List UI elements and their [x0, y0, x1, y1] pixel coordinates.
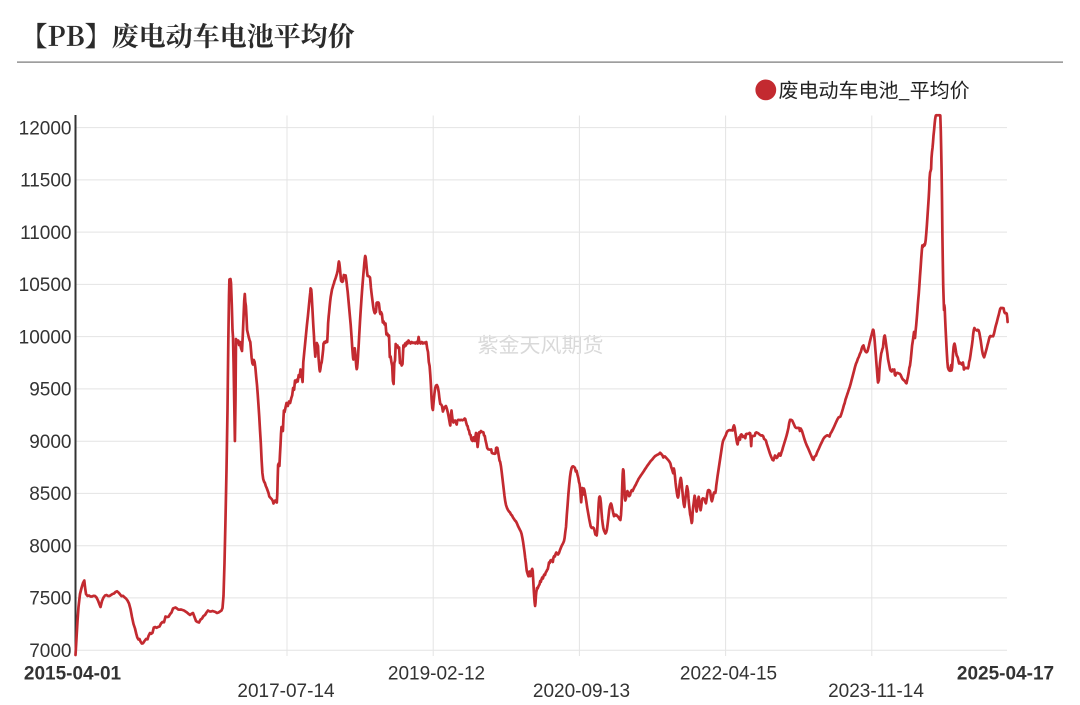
- svg-text:12000: 12000: [19, 118, 72, 139]
- svg-text:2015-04-01: 2015-04-01: [24, 664, 122, 685]
- svg-text:2017-07-14: 2017-07-14: [237, 681, 335, 702]
- svg-text:2025-04-17: 2025-04-17: [957, 664, 1054, 685]
- svg-text:8000: 8000: [29, 536, 71, 557]
- svg-text:7000: 7000: [29, 641, 71, 662]
- svg-text:2020-09-13: 2020-09-13: [533, 681, 630, 702]
- svg-text:7500: 7500: [29, 589, 71, 610]
- svg-text:10500: 10500: [19, 275, 72, 296]
- svg-text:11500: 11500: [20, 171, 71, 192]
- svg-text:9500: 9500: [29, 380, 71, 401]
- svg-text:2019-02-12: 2019-02-12: [388, 664, 485, 685]
- svg-text:9000: 9000: [29, 432, 71, 453]
- svg-text:2022-04-15: 2022-04-15: [680, 664, 777, 685]
- svg-text:2023-11-14: 2023-11-14: [828, 681, 924, 702]
- svg-text:8500: 8500: [29, 484, 71, 505]
- svg-text:11000: 11000: [20, 223, 71, 244]
- svg-text:10000: 10000: [19, 327, 72, 348]
